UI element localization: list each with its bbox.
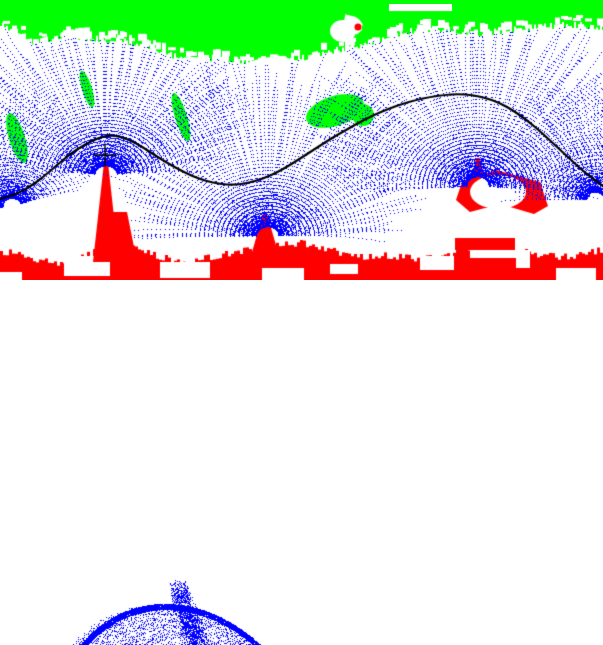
scale-bar [389,4,452,10]
projected-3d-canvas [0,290,603,645]
projected-3d-panel [0,290,603,645]
synoptic-map-canvas [0,0,603,280]
synoptic-map-panel [0,0,603,280]
